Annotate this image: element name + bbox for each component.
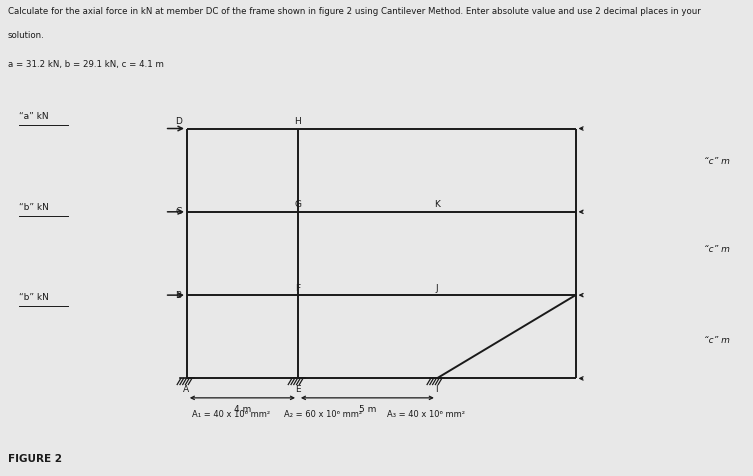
Text: “c” m: “c” m	[704, 158, 730, 166]
Text: I: I	[435, 385, 438, 394]
Text: 4 m: 4 m	[233, 405, 251, 414]
Text: “c” m: “c” m	[704, 336, 730, 345]
Text: K: K	[434, 200, 440, 209]
Text: C: C	[175, 208, 181, 216]
Text: G: G	[294, 200, 301, 209]
Text: B: B	[175, 291, 181, 299]
Text: “b” kN: “b” kN	[19, 203, 49, 211]
Text: H: H	[294, 117, 301, 126]
Text: 5 m: 5 m	[358, 405, 376, 414]
Text: FIGURE 2: FIGURE 2	[8, 454, 62, 464]
Text: Calculate for the axial force in kN at member DC of the frame shown in figure 2 : Calculate for the axial force in kN at m…	[8, 7, 700, 16]
Text: A₂ = 60 x 10⁶ mm²: A₂ = 60 x 10⁶ mm²	[284, 410, 362, 419]
Text: J: J	[435, 284, 438, 293]
Text: F: F	[295, 284, 300, 293]
Text: A: A	[182, 385, 188, 394]
Text: D: D	[175, 117, 182, 126]
Text: “a” kN: “a” kN	[19, 112, 48, 121]
Text: “b” kN: “b” kN	[19, 293, 49, 302]
Text: “c” m: “c” m	[704, 246, 730, 254]
Text: a = 31.2 kN, b = 29.1 kN, c = 4.1 m: a = 31.2 kN, b = 29.1 kN, c = 4.1 m	[8, 60, 163, 69]
Text: E: E	[295, 385, 300, 394]
Text: A₁ = 40 x 10⁶ mm²: A₁ = 40 x 10⁶ mm²	[193, 410, 270, 419]
Text: solution.: solution.	[8, 31, 44, 40]
Text: A₃ = 40 x 10⁶ mm²: A₃ = 40 x 10⁶ mm²	[387, 410, 465, 419]
